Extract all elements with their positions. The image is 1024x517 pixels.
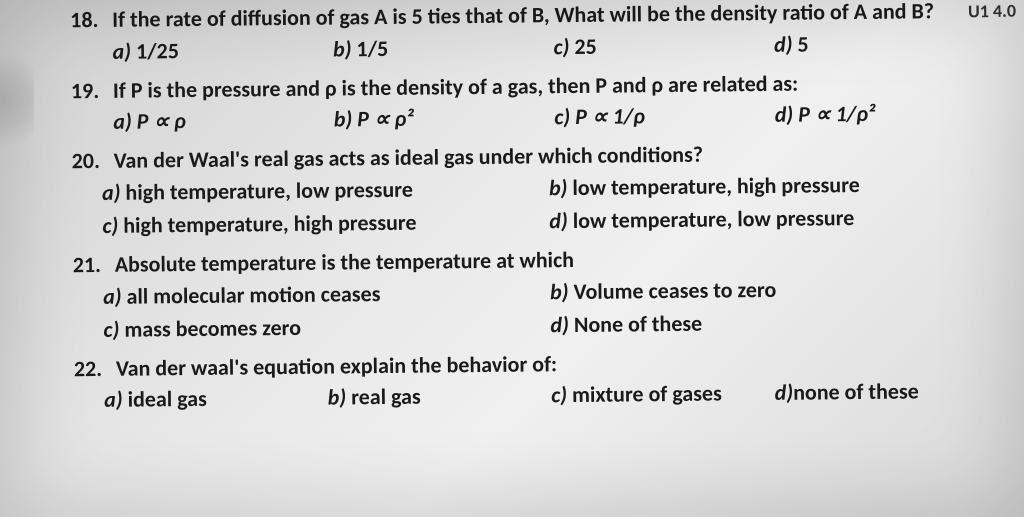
question-number: 18.	[70, 5, 112, 35]
option-label: d)	[549, 207, 568, 234]
option-c: c) P ∝ 1/ρ	[554, 98, 775, 133]
option-value: real gas	[351, 383, 421, 411]
option-d: d) P ∝ 1/ρ²	[775, 96, 996, 131]
option-value: 5	[797, 30, 808, 57]
option-value: Volume ceases to zero	[573, 276, 776, 305]
option-label: c)	[554, 103, 570, 130]
option-label: a)	[104, 386, 123, 413]
option-label: b)	[549, 174, 568, 201]
option-label: b)	[550, 278, 569, 305]
option-label: b)	[333, 35, 352, 62]
option-a: a) high temperature, low pressure	[102, 171, 549, 209]
option-value: P ∝ 1/ρ²	[798, 100, 875, 128]
option-value: low temperature, high pressure	[572, 171, 860, 201]
option-a: a) P ∝ ρ	[113, 103, 334, 138]
question-number: 19.	[71, 76, 113, 106]
option-value: mass becomes zero	[124, 314, 301, 343]
option-d: d) low temperature, low pressure	[549, 200, 996, 238]
option-value: ideal gas	[128, 385, 207, 413]
option-value: P ∝ ρ²	[357, 105, 414, 133]
option-value: 1/5	[356, 35, 388, 62]
option-value: none of these	[793, 378, 919, 406]
option-label: c)	[553, 33, 569, 60]
option-label: a)	[112, 37, 131, 64]
options-row: a) all molecular motion ceases b) Volume…	[73, 270, 998, 346]
option-a: a) 1/25	[112, 32, 333, 67]
option-d: d) None of these	[550, 303, 997, 341]
option-d: d) 5	[774, 25, 995, 60]
option-c: c) 25	[553, 28, 774, 63]
question-22: 22. Van der waal's equation explain the …	[74, 344, 999, 416]
option-label: d)	[774, 30, 793, 57]
option-value: P ∝ 1/ρ	[575, 103, 645, 131]
option-label: b)	[334, 106, 353, 133]
question-21: 21. Absolute temperature is the temperat…	[73, 241, 998, 346]
question-19: 19. If P is the pressure and ρ is the de…	[71, 66, 996, 138]
option-b: b) P ∝ ρ²	[334, 101, 555, 136]
option-b: b) 1/5	[333, 30, 554, 65]
option-c: c) mass becomes zero	[103, 308, 550, 346]
option-value: P ∝ ρ	[137, 107, 186, 135]
option-label: a)	[103, 282, 122, 309]
option-b: b) real gas	[328, 379, 552, 414]
option-value: 1/25	[136, 37, 179, 64]
question-number: 21.	[73, 250, 115, 280]
options-row: a) high temperature, low pressure b) low…	[72, 167, 997, 243]
question-number: 20.	[72, 146, 114, 176]
option-label: b)	[328, 384, 347, 411]
option-c: c) high temperature, high pressure	[102, 204, 549, 242]
option-value: all molecular motion ceases	[126, 280, 380, 310]
option-a: a) ideal gas	[104, 381, 328, 416]
option-value: 25	[574, 32, 597, 59]
question-18: 18. If the rate of diffusion of gas A is…	[70, 0, 995, 68]
option-value: None of these	[574, 309, 703, 337]
option-b: b) Volume ceases to zero	[550, 270, 997, 308]
option-label: d)	[550, 311, 569, 338]
exam-page: 18. If the rate of diffusion of gas A is…	[0, 0, 1024, 417]
option-label: c)	[103, 316, 119, 343]
option-c: c) mixture of gases	[551, 376, 775, 411]
option-value: high temperature, low pressure	[125, 176, 413, 206]
option-a: a) all molecular motion ceases	[103, 275, 550, 313]
question-20: 20. Van der Waal's real gas acts as idea…	[72, 137, 997, 242]
option-label: d)	[775, 101, 794, 128]
option-d: d)none of these	[774, 374, 998, 409]
option-value: high temperature, high pressure	[123, 209, 417, 239]
option-label: c)	[551, 382, 567, 409]
option-label: a)	[102, 179, 121, 206]
option-value: low temperature, low pressure	[573, 204, 855, 234]
option-label: d)	[775, 379, 794, 406]
question-number: 22.	[74, 354, 116, 384]
option-value: mixture of gases	[572, 380, 722, 409]
option-b: b) low temperature, high pressure	[549, 167, 996, 205]
option-label: c)	[102, 212, 118, 239]
option-label: a)	[113, 108, 132, 135]
